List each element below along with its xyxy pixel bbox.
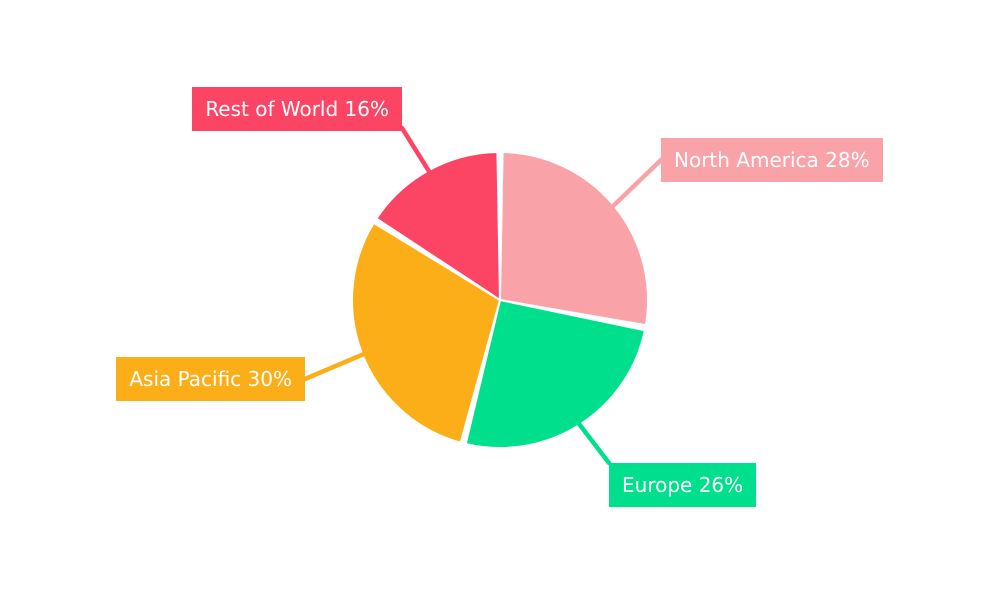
leader-line-europe xyxy=(574,418,612,466)
pie-slice-north-america xyxy=(499,151,649,327)
leader-line-rest-of-world xyxy=(399,125,434,177)
callout-label-asia-pacific: Asia Pacific 30% xyxy=(116,357,305,401)
callout-label-rest-of-world: Rest of World 16% xyxy=(192,87,402,131)
callout-label-north-america: North America 28% xyxy=(661,138,883,182)
leader-line-north-america xyxy=(607,157,664,212)
callout-label-europe: Europe 26% xyxy=(609,463,757,507)
leader-line-asia-pacific xyxy=(302,350,370,382)
